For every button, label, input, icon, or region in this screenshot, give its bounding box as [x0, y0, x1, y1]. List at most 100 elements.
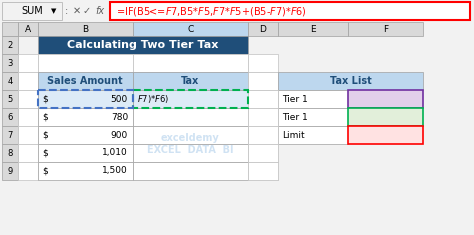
Bar	[18, 22, 38, 36]
Bar	[248, 22, 278, 36]
Text: 4: 4	[8, 77, 13, 86]
Text: B: B	[82, 24, 89, 34]
Bar	[248, 108, 278, 126]
Text: ✓: ✓	[83, 6, 91, 16]
Bar	[348, 22, 423, 36]
Text: 8%: 8%	[405, 113, 419, 121]
Text: D: D	[260, 24, 266, 34]
Bar	[133, 72, 248, 90]
Bar	[278, 72, 423, 90]
Bar	[2, 22, 18, 36]
Text: $F$7)*$F$6): $F$7)*$F$6)	[137, 93, 169, 105]
Bar	[133, 108, 248, 126]
Bar	[2, 36, 18, 54]
Text: $: $	[42, 94, 48, 103]
Text: $: $	[42, 113, 48, 121]
Bar	[133, 22, 248, 36]
Bar	[38, 36, 248, 54]
Bar	[18, 162, 38, 180]
Text: $: $	[42, 149, 48, 157]
Bar	[2, 54, 18, 72]
Text: Sales Amount: Sales Amount	[47, 76, 123, 86]
Text: $: $	[42, 130, 48, 140]
Text: 7: 7	[7, 130, 13, 140]
Bar	[38, 144, 133, 162]
Bar	[18, 126, 38, 144]
Bar	[248, 144, 278, 162]
Text: $: $	[353, 130, 359, 140]
Text: Tax: Tax	[181, 76, 199, 86]
Bar	[133, 54, 248, 72]
Bar	[38, 108, 133, 126]
Bar	[248, 72, 278, 90]
Text: :: :	[65, 6, 69, 16]
Text: 8: 8	[7, 149, 13, 157]
Text: fx: fx	[95, 6, 105, 16]
Text: ▼: ▼	[51, 8, 57, 14]
Text: 5: 5	[8, 94, 13, 103]
Text: =IF(B5<=$F$7,B5*$F$5,$F$7*$F$5+(B5-$F$7)*$F$6): =IF(B5<=$F$7,B5*$F$5,$F$7*$F$5+(B5-$F$7)…	[116, 4, 307, 17]
Bar	[2, 144, 18, 162]
Bar	[278, 22, 348, 36]
Bar	[278, 126, 348, 144]
Text: 780: 780	[111, 113, 128, 121]
Bar	[18, 108, 38, 126]
Bar	[248, 90, 278, 108]
Bar	[248, 126, 278, 144]
Text: 6: 6	[7, 113, 13, 121]
Bar	[248, 162, 278, 180]
Text: 3: 3	[7, 59, 13, 67]
Bar	[133, 90, 248, 108]
Bar	[248, 162, 278, 180]
Bar	[18, 72, 38, 90]
Text: 1,000: 1,000	[393, 130, 419, 140]
Bar	[2, 108, 18, 126]
Bar	[18, 54, 38, 72]
Bar	[248, 90, 278, 108]
Bar	[38, 90, 133, 108]
Bar	[2, 72, 18, 90]
Text: F: F	[383, 24, 388, 34]
Text: Tax List: Tax List	[329, 76, 371, 86]
Bar	[38, 22, 133, 36]
Bar	[38, 126, 133, 144]
Text: 2: 2	[8, 40, 13, 50]
Bar	[133, 144, 248, 162]
Text: $: $	[42, 167, 48, 176]
Text: A: A	[25, 24, 31, 34]
Bar	[38, 162, 133, 180]
Bar	[18, 144, 38, 162]
Text: exceldemy
EXCEL  DATA  BI: exceldemy EXCEL DATA BI	[147, 133, 233, 155]
Bar	[133, 90, 248, 108]
Text: 1,010: 1,010	[102, 149, 128, 157]
Text: C: C	[187, 24, 193, 34]
Text: SUM: SUM	[21, 6, 43, 16]
Text: 500: 500	[111, 94, 128, 103]
Text: 9: 9	[8, 167, 13, 176]
Text: 900: 900	[111, 130, 128, 140]
Bar	[2, 90, 18, 108]
Text: Limit: Limit	[282, 130, 305, 140]
Bar	[2, 126, 18, 144]
Text: Tier 1: Tier 1	[282, 94, 308, 103]
Bar	[248, 144, 278, 162]
Bar	[348, 90, 423, 108]
Bar	[18, 90, 38, 108]
Bar	[38, 90, 133, 108]
Text: Tier 1: Tier 1	[282, 113, 308, 121]
Bar	[248, 126, 278, 144]
Bar	[348, 108, 423, 126]
Bar	[278, 108, 348, 126]
Bar	[348, 126, 423, 144]
Text: 1,500: 1,500	[102, 167, 128, 176]
Bar	[248, 108, 278, 126]
Bar	[2, 162, 18, 180]
Bar	[248, 54, 278, 72]
Text: ✕: ✕	[73, 6, 81, 16]
Text: 5%: 5%	[405, 94, 419, 103]
Bar	[38, 54, 133, 72]
Bar	[278, 90, 348, 108]
Text: Calculating Two Tier Tax: Calculating Two Tier Tax	[67, 40, 219, 50]
Text: E: E	[310, 24, 316, 34]
Bar	[133, 126, 248, 144]
